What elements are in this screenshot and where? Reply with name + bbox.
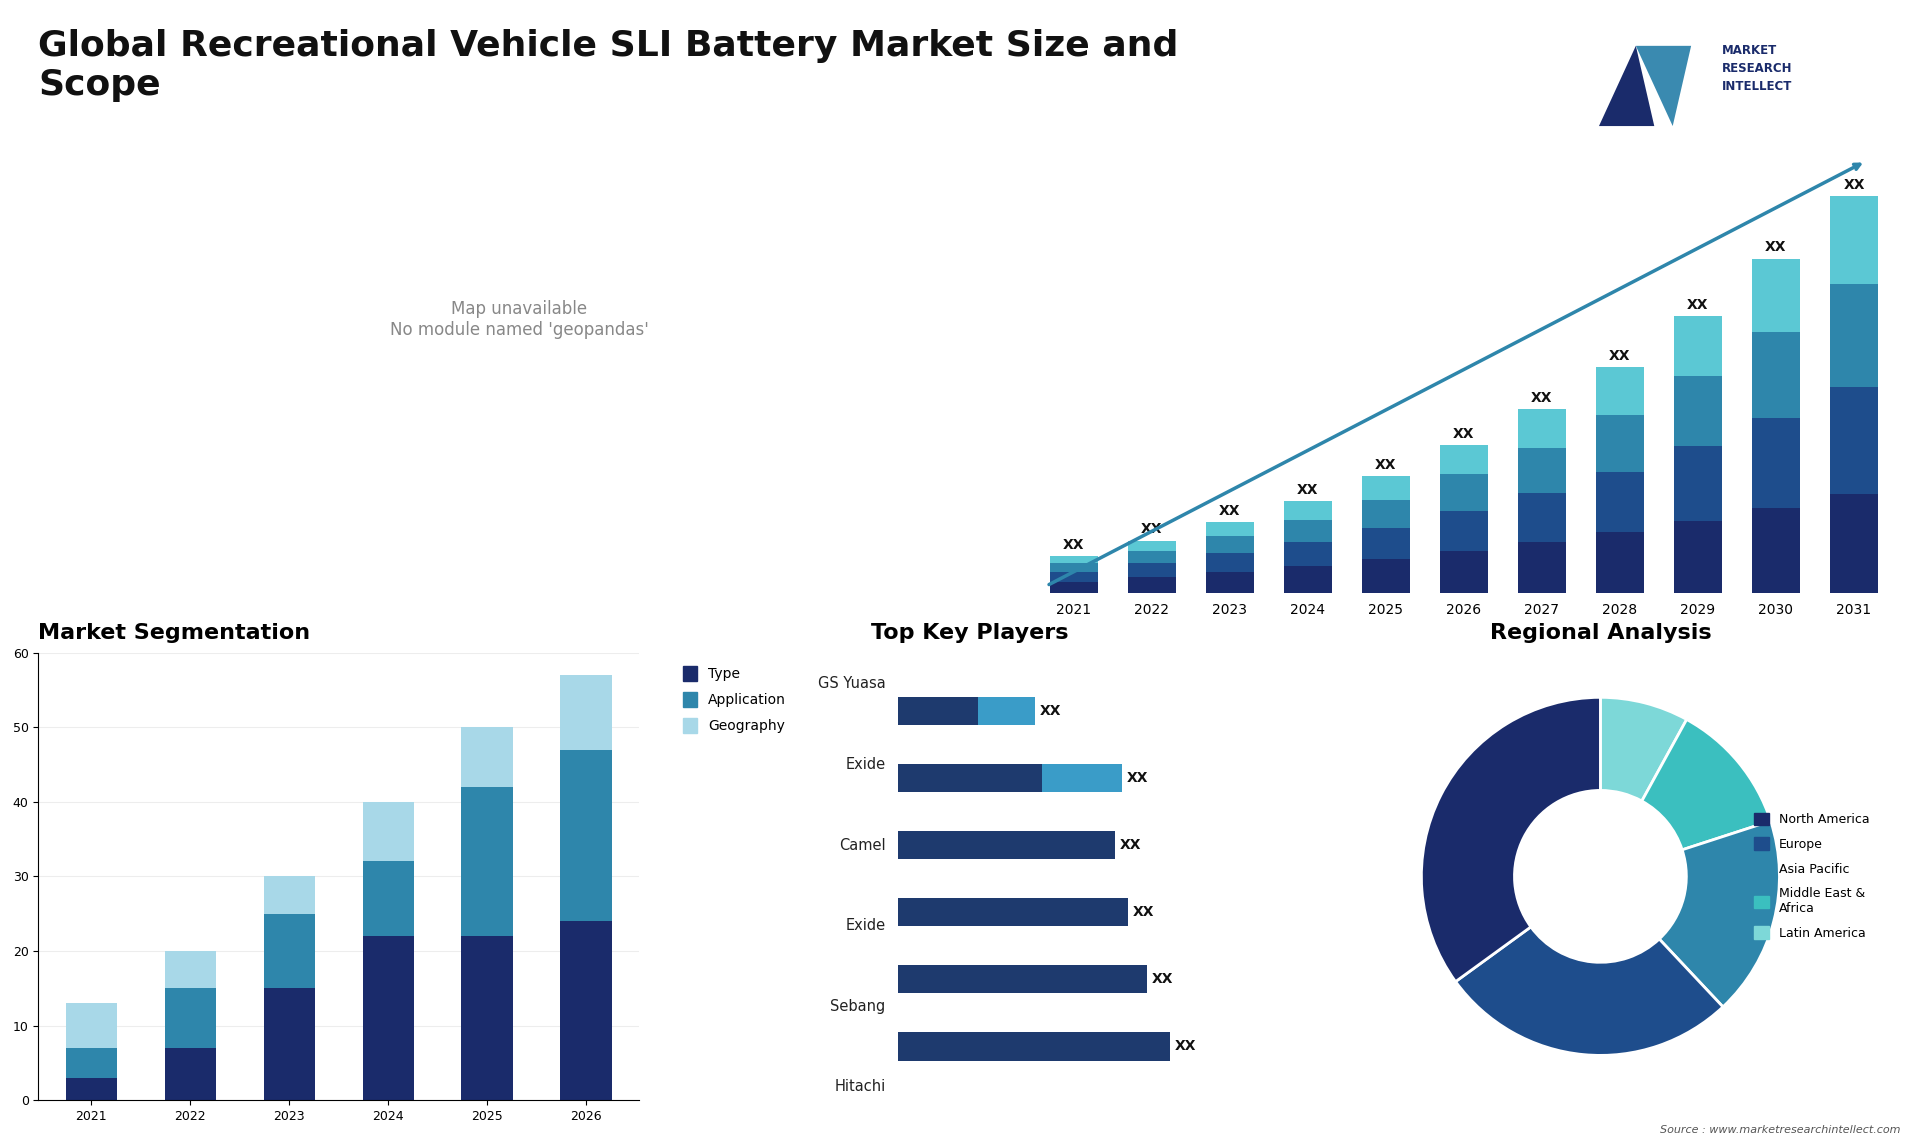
Text: XX: XX: [1453, 426, 1475, 440]
Text: GS Yuasa: GS Yuasa: [818, 676, 885, 691]
Text: XX: XX: [1530, 391, 1553, 406]
Text: MARKET
RESEARCH
INTELLECT: MARKET RESEARCH INTELLECT: [1722, 45, 1793, 93]
Polygon shape: [1636, 46, 1692, 126]
Bar: [1284, 519, 1332, 542]
Text: Exide: Exide: [845, 758, 885, 772]
Bar: [1361, 559, 1409, 592]
Bar: [1361, 500, 1409, 528]
Wedge shape: [1455, 927, 1722, 1055]
Bar: [561, 921, 612, 1100]
Bar: [1674, 376, 1722, 446]
Bar: [1674, 446, 1722, 521]
Legend: Type, Application, Geography: Type, Application, Geography: [676, 659, 793, 740]
Bar: [1361, 476, 1409, 500]
Bar: [65, 1003, 117, 1047]
Text: XX: XX: [1298, 482, 1319, 497]
Bar: [561, 749, 612, 921]
Bar: [1751, 259, 1801, 332]
Bar: [461, 787, 513, 936]
Bar: [1751, 418, 1801, 508]
Bar: [461, 936, 513, 1100]
Wedge shape: [1601, 697, 1686, 801]
Bar: [165, 1047, 217, 1100]
Bar: [1206, 572, 1254, 592]
Text: Market Segmentation: Market Segmentation: [38, 622, 311, 643]
Bar: [1127, 564, 1177, 578]
Polygon shape: [1599, 46, 1655, 126]
Bar: [1830, 196, 1878, 284]
Text: XX: XX: [1843, 179, 1864, 193]
Bar: [1206, 536, 1254, 554]
Bar: [1127, 550, 1177, 564]
Bar: [65, 1077, 117, 1100]
Bar: [1596, 471, 1644, 532]
Bar: [1674, 316, 1722, 376]
Bar: [363, 936, 415, 1100]
Text: Global Recreational Vehicle SLI Battery Market Size and
Scope: Global Recreational Vehicle SLI Battery …: [38, 29, 1179, 102]
Title: Top Key Players: Top Key Players: [872, 622, 1068, 643]
Bar: [1440, 445, 1488, 474]
Bar: [1050, 572, 1098, 582]
Bar: [1284, 501, 1332, 519]
Text: XX: XX: [1064, 537, 1085, 552]
Bar: [165, 988, 217, 1047]
Bar: [1206, 523, 1254, 536]
Bar: [263, 913, 315, 988]
Text: Source : www.marketresearchintellect.com: Source : www.marketresearchintellect.com: [1661, 1124, 1901, 1135]
Bar: [263, 877, 315, 913]
Bar: [363, 862, 415, 936]
Bar: [1596, 415, 1644, 471]
Bar: [263, 988, 315, 1100]
Bar: [1050, 556, 1098, 564]
Legend: North America, Europe, Asia Pacific, Middle East &
Africa, Latin America: North America, Europe, Asia Pacific, Mid…: [1749, 809, 1874, 944]
Bar: [461, 728, 513, 787]
Text: XX: XX: [1375, 457, 1396, 471]
Text: Hitachi: Hitachi: [835, 1080, 885, 1094]
Text: Sebang: Sebang: [829, 998, 885, 1014]
Bar: [1674, 521, 1722, 592]
Bar: [1206, 554, 1254, 572]
Wedge shape: [1659, 821, 1780, 1007]
Bar: [363, 802, 415, 862]
Bar: [1751, 508, 1801, 592]
Text: XX: XX: [1609, 348, 1630, 363]
Bar: [1517, 448, 1567, 493]
Text: Map unavailable
No module named 'geopandas': Map unavailable No module named 'geopand…: [390, 300, 649, 339]
Bar: [1127, 578, 1177, 592]
Bar: [1596, 367, 1644, 415]
Wedge shape: [1421, 697, 1601, 982]
Bar: [1830, 387, 1878, 494]
Bar: [1830, 494, 1878, 592]
Bar: [1284, 566, 1332, 592]
Bar: [1050, 564, 1098, 572]
Text: Camel: Camel: [839, 838, 885, 853]
Text: XX: XX: [1688, 298, 1709, 312]
Bar: [1596, 532, 1644, 592]
Bar: [1440, 511, 1488, 550]
Bar: [1284, 542, 1332, 566]
Bar: [1127, 541, 1177, 550]
Bar: [1751, 332, 1801, 418]
Bar: [1517, 493, 1567, 542]
Bar: [1517, 409, 1567, 448]
Text: Exide: Exide: [845, 918, 885, 933]
Bar: [1440, 474, 1488, 511]
Wedge shape: [1642, 720, 1770, 850]
Text: XX: XX: [1764, 241, 1788, 254]
Bar: [165, 951, 217, 988]
Title: Regional Analysis: Regional Analysis: [1490, 622, 1711, 643]
Text: XX: XX: [1219, 504, 1240, 518]
Bar: [1830, 284, 1878, 387]
Bar: [1440, 550, 1488, 592]
Text: XX: XX: [1140, 523, 1164, 536]
Bar: [1517, 542, 1567, 592]
Bar: [1050, 582, 1098, 592]
Bar: [65, 1047, 117, 1077]
Bar: [561, 675, 612, 749]
Bar: [1361, 528, 1409, 559]
